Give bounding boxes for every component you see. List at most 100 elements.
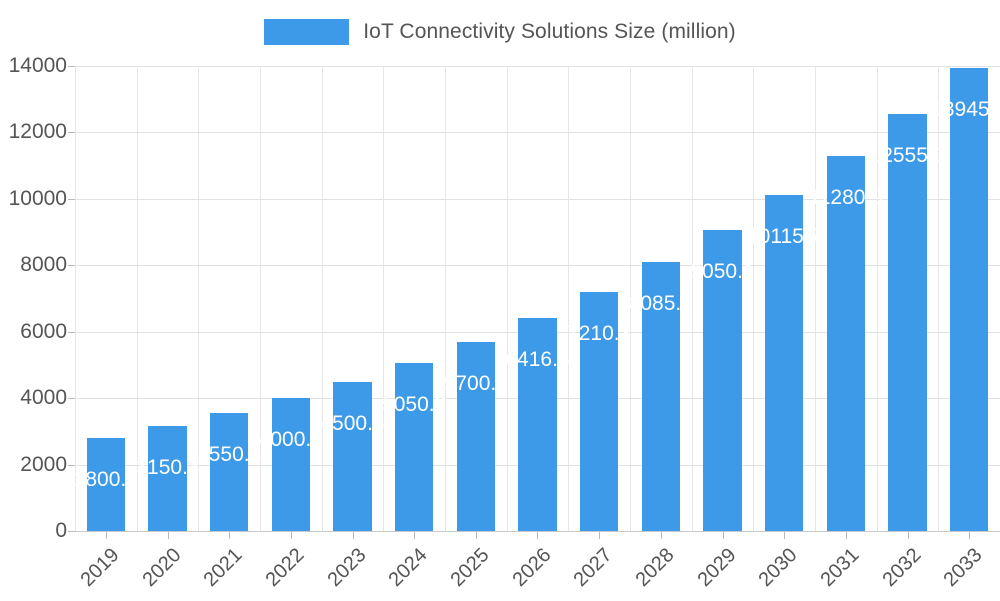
- y-tick-label: 8000: [20, 253, 67, 277]
- bar[interactable]: 8085.5: [629, 262, 693, 531]
- y-tick-mark: [68, 331, 75, 333]
- y-tick-mark: [68, 531, 75, 532]
- legend-series-label: IoT Connectivity Solutions Size (million…: [363, 20, 736, 43]
- chart-legend[interactable]: IoT Connectivity Solutions Size (million…: [0, 12, 1000, 52]
- bar-value-label: 3150.3: [135, 456, 200, 480]
- x-tick-label: 2023: [323, 544, 371, 592]
- bar[interactable]: 5700.4: [444, 341, 508, 531]
- x-tick-mark: [969, 532, 970, 539]
- legend-color-swatch: [264, 19, 350, 45]
- y-tick-mark: [68, 132, 75, 134]
- y-tick-label: 2000: [20, 452, 67, 476]
- bar-value-label: 7210.3: [567, 321, 632, 345]
- x-tick-label: 2028: [631, 544, 679, 592]
- bar[interactable]: 2800.5: [74, 437, 138, 531]
- bar[interactable]: 10115.7: [747, 195, 821, 531]
- x-gridline: [75, 66, 76, 531]
- bar-value-label: 12555.1: [869, 144, 946, 167]
- bar[interactable]: 4500.6: [320, 381, 385, 531]
- bar[interactable]: 5050.2: [382, 363, 446, 531]
- x-gridline: [322, 66, 323, 531]
- x-tick-mark: [784, 532, 785, 539]
- x-tick-label: 2031: [816, 544, 864, 592]
- y-gridline: [75, 265, 1000, 267]
- bar-value-label: 5700.4: [443, 371, 508, 395]
- x-gridline: [815, 66, 816, 531]
- x-tick-label: 2021: [199, 544, 247, 592]
- bar[interactable]: 4000.4: [259, 398, 323, 531]
- y-tick-mark: [68, 464, 75, 466]
- bar[interactable]: 3550.8: [197, 413, 261, 531]
- x-tick-mark: [537, 532, 538, 539]
- x-tick-label: 2030: [754, 544, 802, 592]
- x-gridline: [692, 66, 693, 531]
- x-gridline: [260, 66, 261, 531]
- bar-value-label: 4500.6: [320, 411, 385, 435]
- x-tick-label: 2032: [878, 544, 926, 592]
- y-gridline: [75, 66, 1000, 67]
- x-gridline: [630, 66, 631, 531]
- y-tick-mark: [68, 66, 75, 67]
- bar[interactable]: 3150.3: [135, 426, 200, 531]
- y-tick-mark: [68, 198, 75, 200]
- x-tick-mark: [168, 532, 169, 539]
- bar-value-label: 13945.3: [931, 97, 1000, 121]
- x-tick-mark: [723, 532, 724, 539]
- bar-value-label: 5050.2: [382, 393, 447, 417]
- y-tick-mark: [68, 398, 75, 400]
- x-tick-mark: [661, 532, 662, 539]
- x-axis: 2019 2020 2021 2022 2023 2024 2025 2026 2027 2028…: [75, 532, 1000, 600]
- x-tick-label: 2019: [76, 544, 124, 592]
- y-gridline: [75, 198, 1000, 200]
- bar[interactable]: 9050.1: [690, 230, 755, 531]
- x-tick-mark: [229, 532, 230, 539]
- x-tick-label: 2024: [384, 544, 432, 592]
- x-gridline: [938, 66, 939, 531]
- x-tick-mark: [908, 532, 909, 539]
- x-tick-label: 2033: [939, 544, 987, 592]
- y-tick-label: 10000: [8, 186, 67, 210]
- bar[interactable]: 11280.9: [809, 156, 883, 531]
- y-tick-label: 12000: [8, 120, 67, 144]
- x-gridline: [877, 66, 878, 531]
- x-gridline: [383, 66, 384, 531]
- y-tick-mark: [68, 265, 75, 267]
- y-gridline: [75, 531, 1000, 532]
- y-tick-label: 6000: [20, 319, 67, 343]
- bar[interactable]: 7210.3: [567, 291, 631, 531]
- x-gridline: [753, 66, 754, 531]
- x-tick-label: 2022: [261, 544, 309, 592]
- x-gridline: [507, 66, 508, 531]
- bar-value-label: 4000.4: [258, 428, 323, 452]
- bar-value-label: 8085.5: [628, 292, 693, 316]
- y-tick-label: 14000: [8, 54, 67, 77]
- x-tick-label: 2027: [569, 544, 617, 592]
- y-gridline: [75, 132, 1000, 134]
- bar[interactable]: 6416.8: [505, 317, 570, 531]
- x-tick-label: 2025: [446, 544, 494, 592]
- x-tick-mark: [414, 532, 415, 539]
- bar-value-label: 2800.5: [73, 467, 138, 491]
- x-tick-label: 2020: [138, 544, 186, 592]
- bar[interactable]: 12555.1: [870, 114, 945, 531]
- y-tick-label: 4000: [20, 386, 67, 410]
- x-tick-mark: [291, 532, 292, 539]
- x-tick-mark: [353, 532, 354, 539]
- bar-value-label: 6416.8: [505, 347, 570, 371]
- plot-area: 0 2000 4000 6000 8000 10000 12000 14000 2800.5 31…: [9, 54, 1000, 542]
- y-tick-label: 0: [55, 519, 67, 542]
- bar-value-label: 3550.8: [197, 443, 262, 467]
- x-tick-mark: [106, 532, 107, 539]
- x-gridline: [445, 66, 446, 531]
- x-tick-mark: [599, 532, 600, 539]
- x-gridline: [198, 66, 199, 531]
- x-tick-label: 2026: [508, 544, 556, 592]
- x-tick-mark: [846, 532, 847, 539]
- x-tick-mark: [476, 532, 477, 539]
- bar-value-label: 10115.7: [746, 225, 822, 249]
- x-tick-label: 2029: [693, 544, 741, 592]
- x-gridline: [137, 66, 138, 531]
- bar-value-label: 9050.1: [690, 260, 755, 284]
- bar[interactable]: 13945.3: [931, 67, 1000, 531]
